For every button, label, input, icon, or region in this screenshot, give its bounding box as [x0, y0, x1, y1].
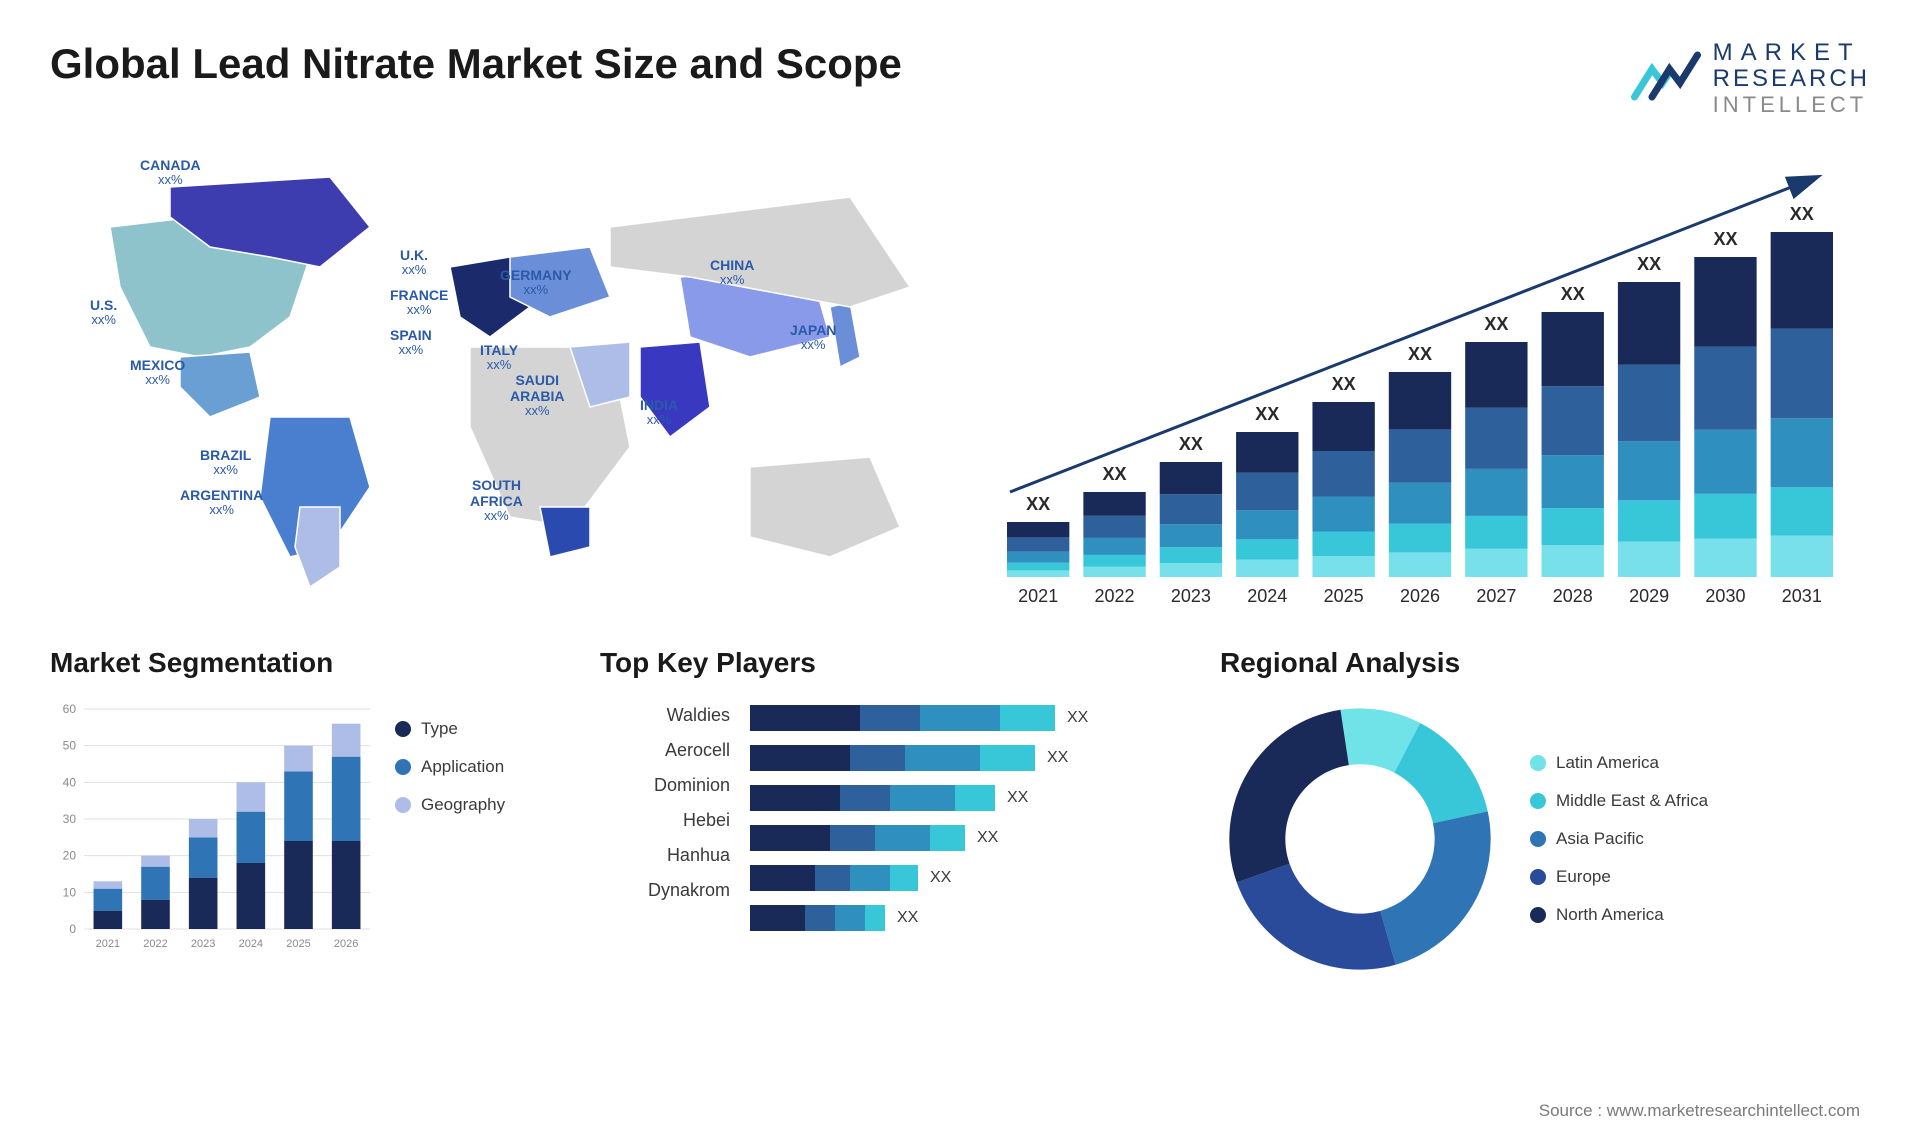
map-label: SOUTHAFRICAxx%: [470, 477, 523, 524]
logo-line3: INTELLECT: [1713, 93, 1870, 117]
svg-text:2024: 2024: [239, 938, 263, 950]
player-name: Waldies: [600, 705, 730, 726]
player-name: Aerocell: [600, 740, 730, 761]
player-bar-row: XX: [750, 865, 1190, 891]
legend-item: Asia Pacific: [1530, 829, 1708, 849]
segmentation-panel: Market Segmentation 0 10 20 30 40 50 60 2021 202…: [50, 647, 570, 979]
players-bar-list: XX XX XX XX XX XX: [750, 699, 1190, 931]
legend-item: Application: [395, 757, 505, 777]
svg-text:XX: XX: [1255, 404, 1279, 424]
legend-item: Middle East & Africa: [1530, 791, 1708, 811]
player-name: Hanhua: [600, 845, 730, 866]
svg-text:2031: 2031: [1782, 586, 1822, 606]
svg-text:XX: XX: [1561, 284, 1585, 304]
svg-text:2030: 2030: [1705, 586, 1745, 606]
svg-text:XX: XX: [1332, 374, 1356, 394]
svg-text:0: 0: [69, 922, 76, 936]
svg-text:XX: XX: [1484, 314, 1508, 334]
svg-text:2029: 2029: [1629, 586, 1669, 606]
map-label: CHINAxx%: [710, 257, 754, 288]
map-label: SPAINxx%: [390, 327, 432, 358]
svg-text:XX: XX: [1790, 204, 1814, 224]
map-label: U.S.xx%: [90, 297, 117, 328]
svg-text:2023: 2023: [191, 938, 215, 950]
segmentation-legend: Type Application Geography: [395, 699, 505, 959]
player-bar-row: XX: [750, 905, 1190, 931]
map-label: JAPANxx%: [790, 322, 836, 353]
regional-donut-chart: [1220, 699, 1500, 979]
svg-text:2025: 2025: [1324, 586, 1364, 606]
map-label: BRAZILxx%: [200, 447, 251, 478]
map-label: CANADAxx%: [140, 157, 201, 188]
svg-text:50: 50: [63, 739, 77, 753]
svg-text:10: 10: [63, 885, 77, 899]
growth-chart-panel: 2021 XX 2022 XX 2023 XX 2024 XX 2025 XX 2026 XX 2027…: [970, 147, 1870, 607]
svg-text:2022: 2022: [143, 938, 167, 950]
regional-panel: Regional Analysis Latin America Middle Ea…: [1220, 647, 1870, 979]
map-label: ITALYxx%: [480, 342, 518, 373]
svg-text:2022: 2022: [1095, 586, 1135, 606]
svg-text:XX: XX: [1637, 254, 1661, 274]
growth-bar-chart: 2021 XX 2022 XX 2023 XX 2024 XX 2025 XX 2026 XX 2027…: [970, 147, 1870, 607]
page-title: Global Lead Nitrate Market Size and Scop…: [50, 40, 902, 88]
svg-text:30: 30: [63, 812, 77, 826]
svg-text:XX: XX: [1713, 229, 1737, 249]
legend-item: Latin America: [1530, 753, 1708, 773]
logo-line2: RESEARCH: [1713, 66, 1870, 92]
players-name-list: Waldies Aerocell Dominion Hebei Hanhua Dynakr…: [600, 699, 730, 931]
player-bar-row: XX: [750, 785, 1190, 811]
regional-legend: Latin America Middle East & Africa Asia Pa…: [1530, 753, 1708, 925]
world-map-panel: CANADAxx% U.S.xx% MEXICOxx% BRAZILxx% ARGENT…: [50, 147, 930, 607]
players-panel: Top Key Players Waldies Aerocell Dominion H…: [600, 647, 1190, 979]
svg-text:2024: 2024: [1247, 586, 1287, 606]
svg-text:40: 40: [63, 775, 77, 789]
player-name: Dominion: [600, 775, 730, 796]
map-label: MEXICOxx%: [130, 357, 185, 388]
svg-text:20: 20: [63, 849, 77, 863]
svg-text:2028: 2028: [1553, 586, 1593, 606]
svg-text:60: 60: [63, 702, 77, 716]
source-citation: Source : www.marketresearchintellect.com: [1539, 1101, 1860, 1121]
map-label: ARGENTINAxx%: [180, 487, 263, 518]
map-label: INDIAxx%: [640, 397, 678, 428]
segmentation-chart: 0 10 20 30 40 50 60 2021 2022 2023 2024 2025 2026: [50, 699, 370, 959]
map-label: GERMANYxx%: [500, 267, 572, 298]
map-label: U.K.xx%: [400, 247, 428, 278]
svg-text:2027: 2027: [1476, 586, 1516, 606]
player-bar-row: XX: [750, 705, 1190, 731]
legend-item: North America: [1530, 905, 1708, 925]
svg-text:XX: XX: [1408, 344, 1432, 364]
svg-text:2023: 2023: [1171, 586, 1211, 606]
map-label: FRANCExx%: [390, 287, 448, 318]
map-label: SAUDIARABIAxx%: [510, 372, 564, 419]
segmentation-title: Market Segmentation: [50, 647, 570, 679]
legend-item: Type: [395, 719, 505, 739]
svg-text:2026: 2026: [334, 938, 358, 950]
logo-icon: [1631, 46, 1701, 111]
regional-title: Regional Analysis: [1220, 647, 1870, 679]
svg-text:2025: 2025: [286, 938, 310, 950]
legend-item: Europe: [1530, 867, 1708, 887]
svg-text:2026: 2026: [1400, 586, 1440, 606]
player-name: Hebei: [600, 810, 730, 831]
player-bar-row: XX: [750, 745, 1190, 771]
players-title: Top Key Players: [600, 647, 1190, 679]
svg-text:XX: XX: [1103, 464, 1127, 484]
logo-line1: MARKET: [1713, 40, 1870, 66]
player-name: Dynakrom: [600, 880, 730, 901]
svg-text:XX: XX: [1026, 494, 1050, 514]
svg-text:2021: 2021: [96, 938, 120, 950]
brand-logo: MARKET RESEARCH INTELLECT: [1631, 40, 1870, 117]
legend-item: Geography: [395, 795, 505, 815]
player-bar-row: XX: [750, 825, 1190, 851]
svg-text:XX: XX: [1179, 434, 1203, 454]
svg-text:2021: 2021: [1018, 586, 1058, 606]
